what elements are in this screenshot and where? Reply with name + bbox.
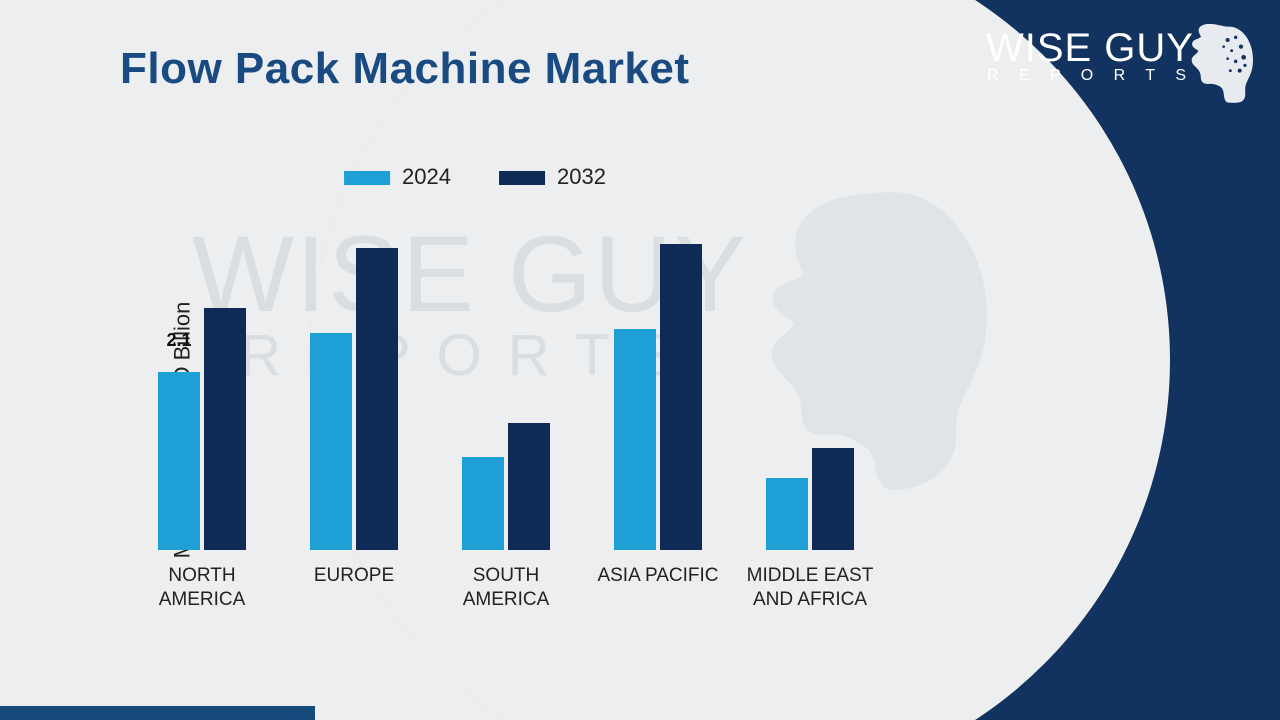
bar-2032 (508, 423, 550, 551)
plot-area: 2.1 (140, 210, 890, 550)
bar-2032 (204, 308, 246, 550)
bar-2032 (356, 248, 398, 550)
legend-item-2032: 2032 (499, 164, 606, 190)
legend-swatch-2024 (344, 171, 390, 185)
legend-item-2024: 2024 (344, 164, 451, 190)
bar-2024 (158, 372, 200, 551)
legend-label-2024: 2024 (402, 164, 451, 189)
bar-2024 (462, 457, 504, 551)
x-label: ASIA PACIFIC (593, 564, 723, 588)
page: WISE GUY REPORTS Flow Pack Machine Marke… (0, 0, 1280, 720)
x-label: MIDDLE EAST AND AFRICA (745, 564, 875, 612)
value-label: 2.1 (166, 330, 191, 351)
x-axis-labels: NORTH AMERICA EUROPE SOUTH AMERICA ASIA PAC… (140, 558, 890, 690)
bar-2024 (614, 329, 656, 550)
brand-line2: R E P O R T S (986, 67, 1194, 85)
bar-2032 (812, 448, 854, 550)
chart: Market Size in USD Billion 2024 2032 2.1… (60, 170, 890, 690)
page-title: Flow Pack Machine Market (120, 44, 690, 94)
x-label: SOUTH AMERICA (441, 564, 571, 612)
bar-2024 (310, 333, 352, 550)
x-label: EUROPE (289, 564, 419, 588)
legend: 2024 2032 (344, 164, 606, 190)
bottom-accent-bar (0, 706, 315, 720)
brand-line1: WISE GUY (986, 26, 1194, 71)
x-label: NORTH AMERICA (137, 564, 267, 612)
legend-label-2032: 2032 (557, 164, 606, 189)
bar-2024 (766, 478, 808, 550)
brand-logo: WISE GUY R E P O R T S (986, 26, 1250, 85)
legend-swatch-2032 (499, 171, 545, 185)
bar-2032 (660, 244, 702, 550)
